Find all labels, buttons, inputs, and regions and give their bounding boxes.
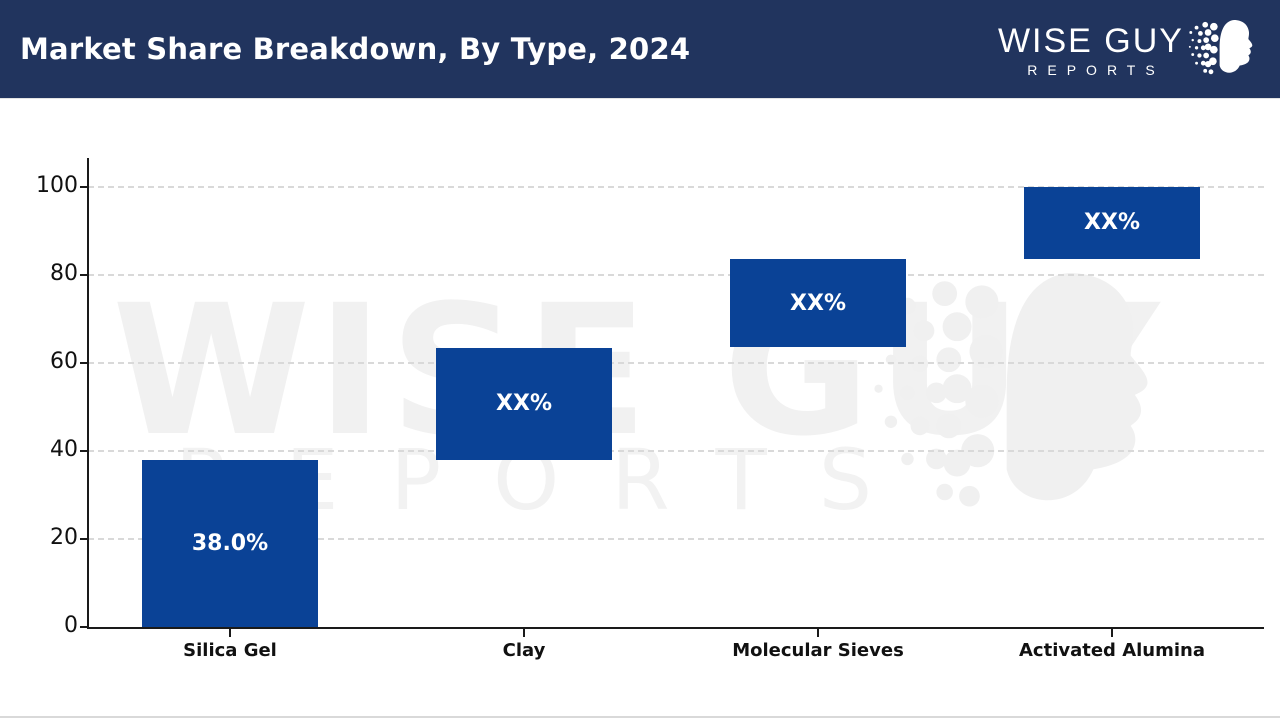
page-title: Market Share Breakdown, By Type, 2024 bbox=[20, 32, 691, 66]
x-tick-label: Silica Gel bbox=[183, 640, 277, 661]
x-tick-label: Clay bbox=[502, 640, 546, 661]
bar-clay: XX% bbox=[436, 348, 612, 460]
grid-line bbox=[88, 185, 1264, 188]
logo-text: WISE GUY REPORTS bbox=[997, 22, 1184, 78]
x-tick-mark bbox=[229, 629, 231, 637]
y-tick-mark bbox=[80, 449, 88, 452]
y-tick-mark bbox=[80, 361, 88, 364]
bar-value-label: XX% bbox=[1084, 210, 1140, 236]
watermark-dotted-head-icon bbox=[874, 272, 1148, 507]
bar-activated-alumina: XX% bbox=[1024, 186, 1200, 259]
x-tick-label: Activated Alumina bbox=[1018, 640, 1206, 661]
logo-wordmark: WISE GUY bbox=[997, 22, 1184, 61]
grid-line bbox=[88, 361, 1264, 364]
bar-value-label: 38.0% bbox=[191, 530, 269, 556]
y-tick-label: 0 bbox=[64, 613, 78, 638]
y-tick-mark bbox=[80, 273, 88, 276]
grid-line bbox=[88, 273, 1264, 276]
bar-value-label: XX% bbox=[790, 290, 846, 316]
y-tick-label: 60 bbox=[50, 348, 78, 374]
logo-subtitle: REPORTS bbox=[1027, 61, 1165, 78]
y-tick-label: 80 bbox=[50, 260, 78, 286]
y-axis-line bbox=[87, 158, 89, 629]
x-axis-line bbox=[87, 627, 1264, 629]
y-tick-mark bbox=[80, 626, 88, 628]
y-tick-mark bbox=[80, 537, 88, 540]
y-tick-mark bbox=[80, 185, 88, 188]
dotted-head-icon bbox=[1188, 19, 1253, 75]
y-tick-label: 100 bbox=[36, 172, 78, 198]
y-tick-label: 40 bbox=[50, 436, 78, 462]
bar-value-label: XX% bbox=[496, 391, 552, 417]
x-tick-mark bbox=[523, 629, 525, 637]
grid-line bbox=[88, 537, 1264, 540]
bar-molecular-sieves: XX% bbox=[730, 258, 906, 348]
bar-silica-gel: 38.0% bbox=[142, 459, 318, 627]
grid-line bbox=[88, 449, 1264, 452]
x-tick-label: Molecular Sieves bbox=[732, 640, 904, 661]
bottom-divider bbox=[0, 716, 1280, 718]
x-tick-mark bbox=[817, 629, 819, 637]
header: Market Share Breakdown, By Type, 2024 WI… bbox=[0, 0, 1280, 99]
x-tick-mark bbox=[1111, 629, 1113, 637]
y-tick-label: 20 bbox=[50, 524, 78, 550]
wiseguy-logo: WISE GUY REPORTS bbox=[998, 7, 1258, 91]
